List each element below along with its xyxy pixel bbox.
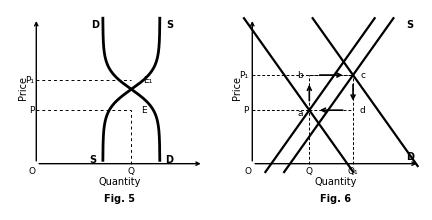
Text: Quantity: Quantity — [315, 177, 357, 187]
Text: S: S — [407, 20, 413, 30]
Text: P: P — [243, 106, 248, 115]
Text: Q: Q — [306, 167, 313, 176]
Text: Fig. 6: Fig. 6 — [321, 194, 351, 204]
Text: D: D — [406, 152, 414, 162]
Text: E₁: E₁ — [143, 76, 152, 84]
Text: P₁: P₁ — [25, 76, 35, 84]
Text: c: c — [360, 71, 365, 80]
Text: Q: Q — [128, 167, 135, 176]
Text: Price: Price — [18, 76, 28, 101]
Text: P₁: P₁ — [239, 71, 248, 80]
Text: O: O — [245, 167, 252, 176]
Text: a: a — [297, 109, 302, 118]
Text: E: E — [141, 106, 146, 115]
Text: O: O — [29, 167, 36, 176]
Text: Fig. 5: Fig. 5 — [105, 194, 135, 204]
Text: Q₁: Q₁ — [348, 167, 358, 176]
Text: b: b — [297, 71, 303, 80]
Text: S: S — [166, 20, 173, 30]
Text: Price: Price — [232, 76, 242, 101]
Text: Quantity: Quantity — [99, 177, 141, 187]
Text: P: P — [29, 106, 35, 115]
Text: D: D — [91, 20, 99, 30]
Text: S: S — [90, 155, 97, 165]
Text: d: d — [360, 106, 365, 115]
Text: D: D — [165, 155, 173, 165]
